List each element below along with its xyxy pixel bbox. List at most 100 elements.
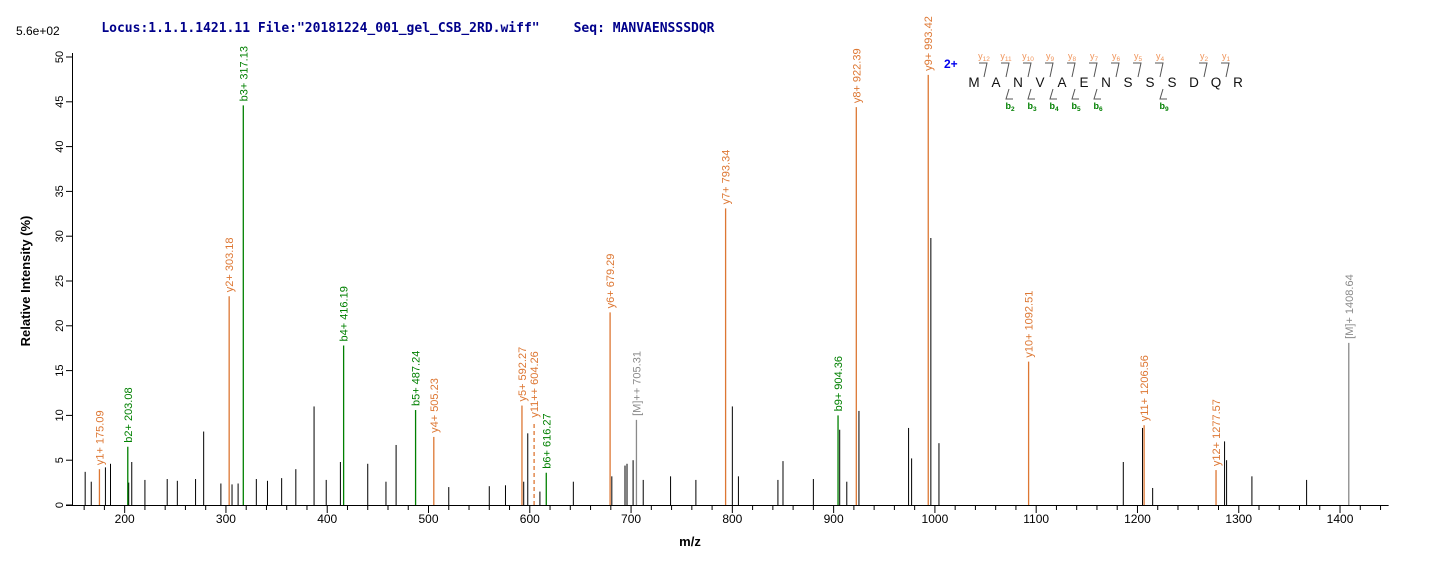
labeled-peaks: y1+ 175.09 b2+ 203.08 y2+ 303.18 b3+ 317.13… [94,16,1356,505]
peak-label: b5+ 487.24 [411,351,423,406]
x-tick-label: 800 [722,512,742,526]
b5-marker-label: b5 [1071,101,1081,113]
x-tick-label: 1100 [1023,512,1049,526]
spectrum-header: Locus:1.1.1.1421.11 File:"20181224_001_g… [70,6,715,51]
peak-label: b3+ 317.13 [238,46,250,101]
x-tick-label: 400 [317,512,337,526]
y-fragment-bracket [1089,62,1098,78]
x-tick-label: 600 [520,512,540,526]
y-fragment-bracket [1067,62,1076,78]
x-tick-label: 300 [216,512,236,526]
y-fragment-bracket [1133,62,1142,78]
x-tick-label: 500 [418,512,438,526]
peak-label: b9+ 904.36 [833,356,845,411]
y-fragment-bracket [1221,62,1230,78]
b-fragment-bracket [1049,88,1057,100]
unlabeled-peaks [84,237,1308,505]
axes [66,53,1389,513]
peak-label: y5+ 592.27 [517,347,529,402]
y12-marker-label: y12 [978,51,990,63]
y7-marker-label: y7 [1090,51,1099,63]
locus-file-label: Locus:1.1.1.1421.11 File:"20181224_001_g… [101,21,540,36]
y-tick-label: 20 [54,320,66,332]
b9-marker-label: b9 [1159,101,1169,113]
y-tick-label: 0 [54,502,66,508]
y-fragment-bracket [1111,62,1120,78]
peak-label: b6+ 616.27 [541,413,553,468]
precursor-charge-label: 2+ [944,57,958,71]
b-fragment-bracket [1005,88,1013,100]
peak-label: y6+ 679.29 [605,254,617,309]
residue-letter: S [1145,75,1154,90]
b-fragment-bracket [1027,88,1035,100]
residue-letter: D [1189,75,1199,90]
y-axis-title: Relative Intensity (%) [18,216,33,347]
residue-letter: N [1013,75,1023,90]
y10-marker-label: y10 [1022,51,1034,63]
y-tick-label: 10 [54,409,66,421]
y-tick-label: 40 [54,140,66,152]
peak-label: y8+ 922.39 [851,48,863,103]
y2-marker-label: y2 [1200,51,1209,63]
peak-label: y4+ 505.23 [429,378,441,433]
b-fragment-bracket [1159,88,1167,100]
peak-label: y1+ 175.09 [94,410,106,465]
y-tick-label: 5 [54,457,66,463]
x-tick-label: 700 [621,512,641,526]
x-axis-title: m/z [679,534,701,549]
x-tick-label: 1200 [1124,512,1151,526]
peak-label: y10+ 1092.51 [1024,291,1036,358]
residue-letter: N [1101,75,1111,90]
peak-label: [M]+ 1408.64 [1344,274,1356,339]
residue-letter: A [1057,75,1066,90]
peak-label: y11+ 1206.56 [1139,355,1151,421]
b4-marker-label: b4 [1049,101,1059,113]
peak-label: y2+ 303.18 [224,237,236,292]
x-tick-label: 1300 [1225,512,1252,526]
x-tick-label: 1000 [922,512,949,526]
y9-marker-label: y9 [1046,51,1055,63]
y11-marker-label: y11 [1000,51,1012,63]
y5-marker-label: y5 [1134,51,1143,63]
peak-label: b4+ 416.19 [339,286,351,341]
y-fragment-bracket [1045,62,1054,78]
seq-label: Seq: [573,21,605,36]
x-tick-label: 200 [115,512,135,526]
seq-value: MANVAENSSSDQR [612,21,715,36]
peak-label: [M]++ 705.31 [631,351,643,416]
peak-label: y11++ 604.26 [529,351,541,417]
b-fragment-bracket [1071,88,1079,100]
x-tick-label: 1400 [1327,512,1354,526]
y-tick-label: 15 [54,364,66,376]
y-fragment-bracket [1155,62,1164,78]
residue-letter: Q [1211,75,1222,90]
y-tick-label: 25 [54,275,66,287]
y-fragment-bracket [1023,62,1032,78]
residue-letter: V [1035,75,1044,90]
y-fragment-bracket [1001,62,1010,78]
b2-marker-label: b2 [1005,101,1015,113]
residue-letter: A [991,75,1000,90]
y-tick-label: 45 [54,96,66,108]
y-fragment-bracket [979,62,988,78]
residue-letter: S [1123,75,1132,90]
b3-marker-label: b3 [1027,101,1037,113]
y-tick-label: 50 [54,51,66,63]
x-tick-label: 900 [824,512,844,526]
y4-marker-label: y4 [1156,51,1165,63]
peak-label: y9+ 993.42 [923,16,935,71]
b-fragment-bracket [1093,88,1101,100]
b6-marker-label: b6 [1093,101,1103,113]
y-fragment-bracket [1199,62,1208,78]
residue-letter: S [1167,75,1176,90]
y-tick-label: 35 [54,185,66,197]
peak-label: y12+ 1277.57 [1211,399,1223,466]
peak-label: y7+ 793.34 [721,150,733,205]
y6-marker-label: y6 [1112,51,1121,63]
residue-letter: R [1233,75,1243,90]
